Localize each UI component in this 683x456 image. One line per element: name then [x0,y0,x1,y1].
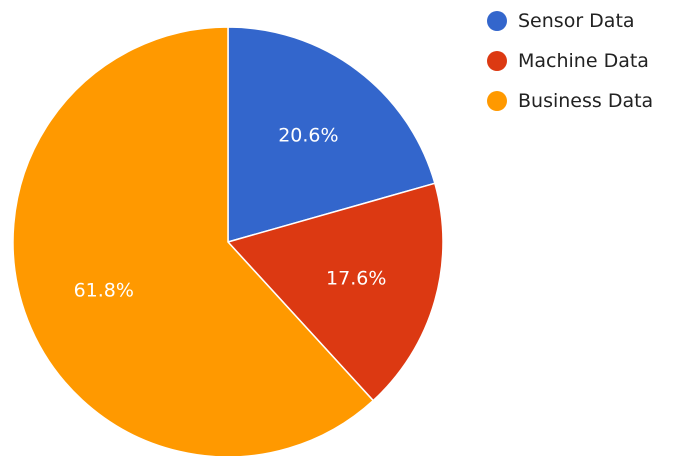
slice-label-sensor-data: 20.6% [278,125,338,147]
pie-slice-machine-data[interactable] [226,182,444,402]
legend-label: Business Data [518,90,653,112]
legend-item-business-data[interactable]: Business Data [487,90,653,112]
slice-label-business-data: 61.8% [74,279,134,301]
legend-swatch [487,91,507,111]
pie-slices [12,26,444,456]
legend-label: Sensor Data [518,10,635,32]
legend-label: Machine Data [518,50,649,72]
pie-slice-business-data[interactable] [12,26,375,456]
pie-slice-labels: 20.6% 17.6% 61.8% [74,125,387,302]
pie-slice-sensor-data[interactable] [227,26,436,243]
legend-item-sensor-data[interactable]: Sensor Data [487,10,635,32]
legend-swatch [487,51,507,71]
legend-swatch [487,11,507,31]
legend: Sensor Data Machine Data Business Data [487,10,653,112]
legend-item-machine-data[interactable]: Machine Data [487,50,649,72]
slice-label-machine-data: 17.6% [326,267,386,289]
